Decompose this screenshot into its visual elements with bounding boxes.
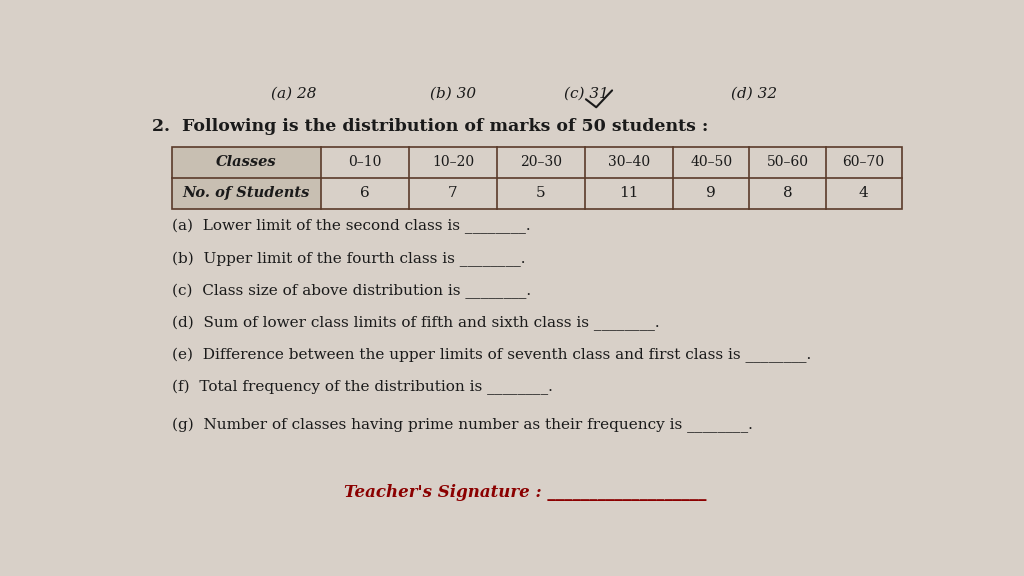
Text: (b) 30: (b) 30 [430,86,476,101]
Text: (f)  Total frequency of the distribution is ________.: (f) Total frequency of the distribution … [172,380,553,395]
Text: Classes: Classes [216,156,276,169]
Text: 11: 11 [620,186,639,200]
Text: No. of Students: No. of Students [182,186,310,200]
Text: (g)  Number of classes having prime number as their frequency is ________.: (g) Number of classes having prime numbe… [172,418,753,433]
Text: (d)  Sum of lower class limits of fifth and sixth class is ________.: (d) Sum of lower class limits of fifth a… [172,316,659,331]
Text: 9: 9 [707,186,716,200]
Text: 8: 8 [782,186,793,200]
Text: (a) 28: (a) 28 [270,86,316,101]
Text: 7: 7 [449,186,458,200]
Text: 50–60: 50–60 [766,156,808,169]
Text: (c) 31: (c) 31 [564,86,609,101]
Text: 30–40: 30–40 [608,156,650,169]
Text: (e)  Difference between the upper limits of seventh class and first class is ___: (e) Difference between the upper limits … [172,348,811,363]
Text: 5: 5 [537,186,546,200]
Text: 10–20: 10–20 [432,156,474,169]
Text: 20–30: 20–30 [520,156,562,169]
Text: (b)  Upper limit of the fourth class is ________.: (b) Upper limit of the fourth class is _… [172,252,525,267]
Text: (d) 32: (d) 32 [731,86,777,101]
Bar [172,147,902,209]
Text: Teacher's Signature : ___________________: Teacher's Signature : __________________… [343,484,707,501]
Text: 40–50: 40–50 [690,156,732,169]
Bar [172,178,321,209]
Text: 60–70: 60–70 [843,156,885,169]
Text: 4: 4 [859,186,868,200]
Text: 0–10: 0–10 [348,156,382,169]
Text: 2.  Following is the distribution of marks of 50 students :: 2. Following is the distribution of mark… [152,118,709,135]
Text: (c)  Class size of above distribution is ________.: (c) Class size of above distribution is … [172,284,530,300]
Text: 6: 6 [360,186,370,200]
Bar [172,147,321,178]
Text: (a)  Lower limit of the second class is ________.: (a) Lower limit of the second class is _… [172,219,530,234]
